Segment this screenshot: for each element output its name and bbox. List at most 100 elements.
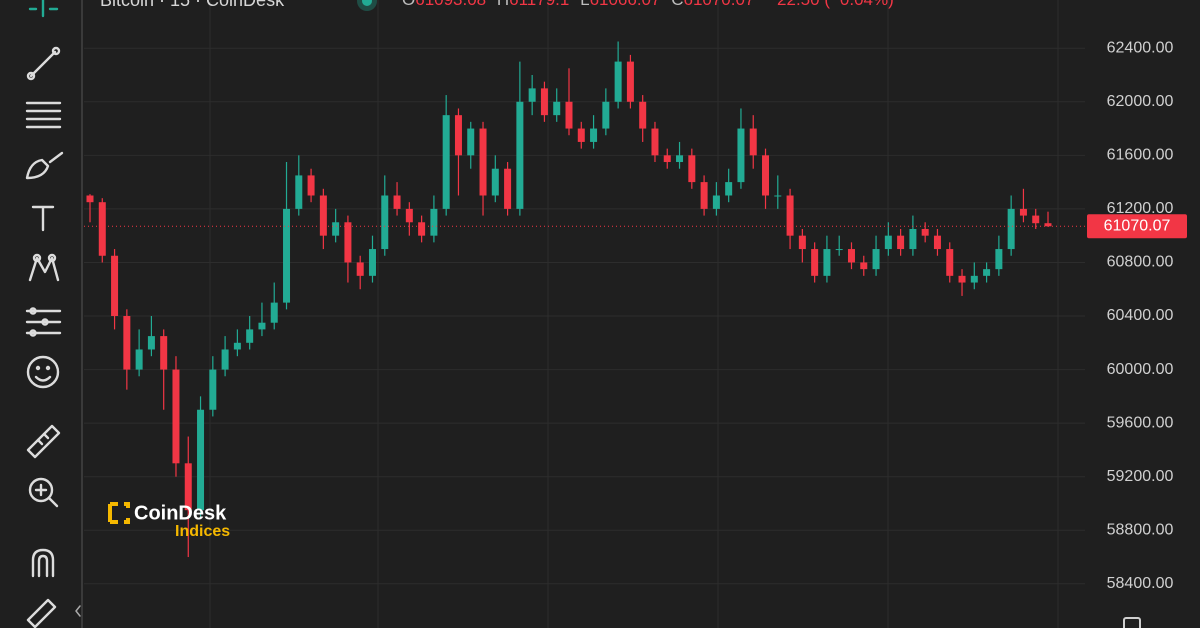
zoom-tool[interactable] — [28, 477, 59, 508]
text-tool[interactable] — [31, 205, 55, 232]
prediction-tool[interactable] — [25, 307, 62, 337]
y-tick-label: 61600.00 — [1107, 147, 1174, 164]
candle-body — [1044, 223, 1052, 227]
candle-body — [307, 175, 315, 196]
magnet-tool[interactable] — [31, 548, 55, 578]
fib-tool[interactable] — [25, 101, 62, 129]
candle-body — [467, 128, 475, 156]
candle-body — [160, 336, 168, 370]
candle-body — [123, 316, 131, 370]
y-tick-label: 58400.00 — [1107, 575, 1174, 592]
candle-body — [270, 302, 278, 323]
candle-body — [676, 155, 684, 163]
y-tick-label: 58800.00 — [1107, 521, 1174, 538]
pencil-tool[interactable] — [26, 598, 57, 628]
candle-body — [86, 195, 94, 203]
candle-body — [700, 182, 708, 209]
candle-body — [430, 208, 438, 236]
candle-body — [504, 168, 512, 209]
candle-body — [712, 195, 720, 209]
candle-body — [135, 349, 143, 370]
crosshair-tool[interactable] — [28, 0, 59, 18]
candle-body — [884, 235, 892, 250]
candle-body — [1032, 215, 1040, 224]
pattern-tool[interactable] — [28, 253, 60, 282]
candle-body — [811, 249, 819, 276]
candle-body — [983, 269, 991, 276]
candle-body — [209, 369, 217, 410]
status-dot — [362, 0, 372, 6]
candle-body — [909, 228, 917, 250]
candle-body — [663, 155, 671, 163]
candle-body — [221, 349, 229, 370]
candle-body — [897, 235, 905, 250]
candle-body — [540, 88, 548, 116]
candle-body — [798, 235, 806, 250]
y-tick-label: 62400.00 — [1107, 39, 1174, 56]
collapse-arrow[interactable] — [75, 605, 81, 617]
candle-body — [725, 182, 733, 196]
symbol-title: Bitcoin · 15 · CoinDesk — [100, 0, 285, 10]
candle-body — [737, 128, 745, 183]
candle-body — [442, 115, 450, 209]
candle-body — [823, 249, 831, 276]
candle-body — [98, 202, 106, 256]
candle-body — [786, 195, 794, 236]
candle-body — [835, 249, 843, 251]
candle-body — [246, 329, 254, 343]
ohlc-change: −22.50 (−0.04%) — [767, 0, 894, 9]
ohlc-value: 61066.07 — [590, 0, 661, 9]
y-tick-label: 62000.00 — [1107, 93, 1174, 110]
candle-body — [933, 235, 941, 250]
grid — [84, 47, 1085, 585]
candle-body — [565, 101, 573, 129]
candle-body — [295, 175, 303, 209]
candle-body — [590, 128, 598, 142]
toolbar — [25, 0, 81, 628]
last-price-tag — [1087, 214, 1187, 239]
ruler-tool[interactable] — [26, 424, 61, 459]
candle-body — [639, 101, 647, 129]
candle-body — [749, 128, 757, 156]
candle-body — [393, 195, 401, 209]
candle-body — [577, 128, 585, 142]
candle-body — [553, 101, 561, 116]
y-tick-label: 61200.00 — [1107, 200, 1174, 217]
candle-body — [958, 275, 966, 283]
candle-body — [921, 228, 929, 236]
trend-line-tool[interactable] — [26, 46, 61, 81]
candle-body — [454, 115, 462, 156]
brush-tool[interactable] — [25, 151, 64, 180]
candle-body — [528, 88, 536, 102]
candle-body — [860, 262, 868, 270]
ohlc-label: C — [671, 0, 683, 9]
logo-mark — [108, 502, 130, 524]
candle-body — [762, 155, 770, 196]
candle-body — [614, 61, 622, 102]
candle-body — [479, 128, 487, 196]
ohlc-label: O — [402, 0, 415, 9]
settings-icon[interactable] — [1123, 617, 1141, 628]
candle-body — [111, 255, 119, 317]
candle-body — [233, 342, 241, 350]
candle-body — [172, 369, 180, 464]
candle-body — [319, 195, 327, 236]
candle-body — [405, 208, 413, 223]
candle-body — [774, 195, 782, 197]
candle-body — [491, 168, 499, 196]
candle-body — [688, 155, 696, 183]
y-tick-label: 60800.00 — [1107, 254, 1174, 271]
candle-body — [1019, 208, 1027, 216]
candle-body — [995, 249, 1003, 270]
time-grid — [209, 0, 1059, 628]
candle-body — [847, 249, 855, 263]
icon-tool[interactable] — [26, 355, 60, 389]
last-price-label: 61070.07 — [1104, 218, 1171, 235]
candle-body — [381, 195, 389, 250]
y-tick-label: 60400.00 — [1107, 307, 1174, 324]
candle-body — [258, 322, 266, 330]
candle-body — [602, 101, 610, 129]
ohlc-legend: O61093.08 H61179.1 L61066.07 C61070.07 −… — [402, 0, 894, 9]
